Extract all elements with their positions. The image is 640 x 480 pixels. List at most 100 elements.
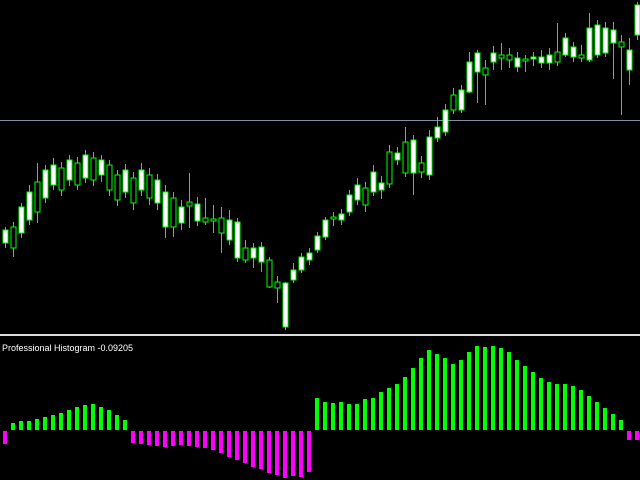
candle-body (42, 169, 49, 199)
histogram-bar-up (347, 404, 351, 430)
indicator-pane (3, 346, 639, 478)
candle-body (634, 4, 640, 36)
candle-body (82, 154, 89, 179)
candle-body (314, 235, 321, 251)
histogram-bar-down (235, 431, 239, 460)
histogram-bar-up (619, 420, 623, 430)
candle-body (282, 282, 289, 328)
pane-splitter[interactable] (0, 334, 640, 336)
candle-body (354, 184, 361, 201)
candle-body (626, 49, 633, 71)
candle-body (218, 217, 225, 234)
histogram-bar-up (427, 350, 431, 430)
histogram-bar-up (507, 352, 511, 430)
candle-wick (581, 45, 582, 62)
candle-body (602, 27, 609, 54)
histogram-bar-up (483, 347, 487, 430)
histogram-bar-up (323, 402, 327, 430)
candle-body (474, 52, 481, 73)
candle-body (298, 256, 305, 271)
histogram-bar-up (371, 398, 375, 430)
candle-body (538, 56, 545, 64)
histogram-bar-down (635, 431, 639, 440)
candle-body (530, 56, 537, 60)
candle-body (130, 177, 137, 204)
candle-body (522, 58, 529, 62)
candle-body (146, 174, 153, 199)
candle-body (18, 206, 25, 234)
candle-body (194, 203, 201, 222)
histogram-bar-down (267, 431, 271, 473)
histogram-bar-up (475, 346, 479, 430)
histogram-bar-up (467, 352, 471, 430)
candle-body (386, 151, 393, 185)
candle-body (34, 181, 41, 213)
histogram-bar-up (579, 390, 583, 430)
histogram-bar-up (595, 402, 599, 430)
candle-body (450, 94, 457, 111)
candle-body (226, 219, 233, 241)
candle-wick (621, 35, 622, 115)
histogram-bar-down (171, 431, 175, 446)
histogram-bar-down (275, 431, 279, 475)
histogram-bar-up (587, 396, 591, 430)
histogram-bar-up (75, 407, 79, 430)
candle-body (98, 159, 105, 176)
candle-body (162, 191, 169, 228)
histogram-bar-up (443, 358, 447, 430)
candle-body (418, 162, 425, 173)
histogram-bar-down (211, 431, 215, 450)
candle-body (610, 29, 617, 44)
indicator-label: Professional Histogram -0.09205 (2, 343, 134, 353)
candle-wick (277, 276, 278, 303)
histogram-bar-up (459, 360, 463, 430)
histogram-bar-up (51, 415, 55, 430)
histogram-bar-down (227, 431, 231, 457)
histogram-bar-up (515, 360, 519, 430)
candle-body (306, 252, 313, 261)
histogram-bar-up (411, 368, 415, 430)
candle-body (258, 246, 265, 263)
histogram-bar-down (187, 431, 191, 446)
candle-wick (189, 173, 190, 228)
candle-body (482, 67, 489, 76)
candle-body (170, 197, 177, 228)
histogram-bar-down (283, 431, 287, 478)
price-level-line (0, 120, 640, 121)
histogram-bar-up (115, 415, 119, 430)
histogram-bar-up (611, 414, 615, 430)
histogram-bar-down (139, 431, 143, 444)
histogram-bar-up (563, 384, 567, 430)
histogram-bar-down (219, 431, 223, 453)
histogram-bar-up (403, 377, 407, 430)
histogram-bar-up (363, 399, 367, 430)
price-pane (0, 2, 640, 330)
candle-body (274, 281, 281, 289)
histogram-bar-up (315, 398, 319, 430)
histogram-bar-up (355, 404, 359, 430)
candle-body (442, 109, 449, 133)
candle-body (378, 182, 385, 191)
histogram-bar-up (395, 384, 399, 430)
candle-wick (525, 55, 526, 72)
histogram-bar-down (147, 431, 151, 445)
histogram-bar-up (547, 382, 551, 430)
candle-body (210, 218, 217, 222)
histogram-bar-up (91, 404, 95, 430)
histogram-bar-up (531, 372, 535, 430)
histogram-bar-up (603, 408, 607, 430)
candle-body (66, 159, 73, 181)
candle-body (586, 27, 593, 61)
candle-body (2, 229, 9, 244)
candle-body (234, 221, 241, 259)
histogram-bar-up (99, 407, 103, 430)
candle-body (138, 169, 145, 191)
histogram-bar-up (555, 384, 559, 430)
candle-body (10, 226, 17, 249)
candle-body (250, 247, 257, 259)
candle-body (202, 217, 209, 223)
candle-body (466, 61, 473, 93)
histogram-bar-down (251, 431, 255, 467)
